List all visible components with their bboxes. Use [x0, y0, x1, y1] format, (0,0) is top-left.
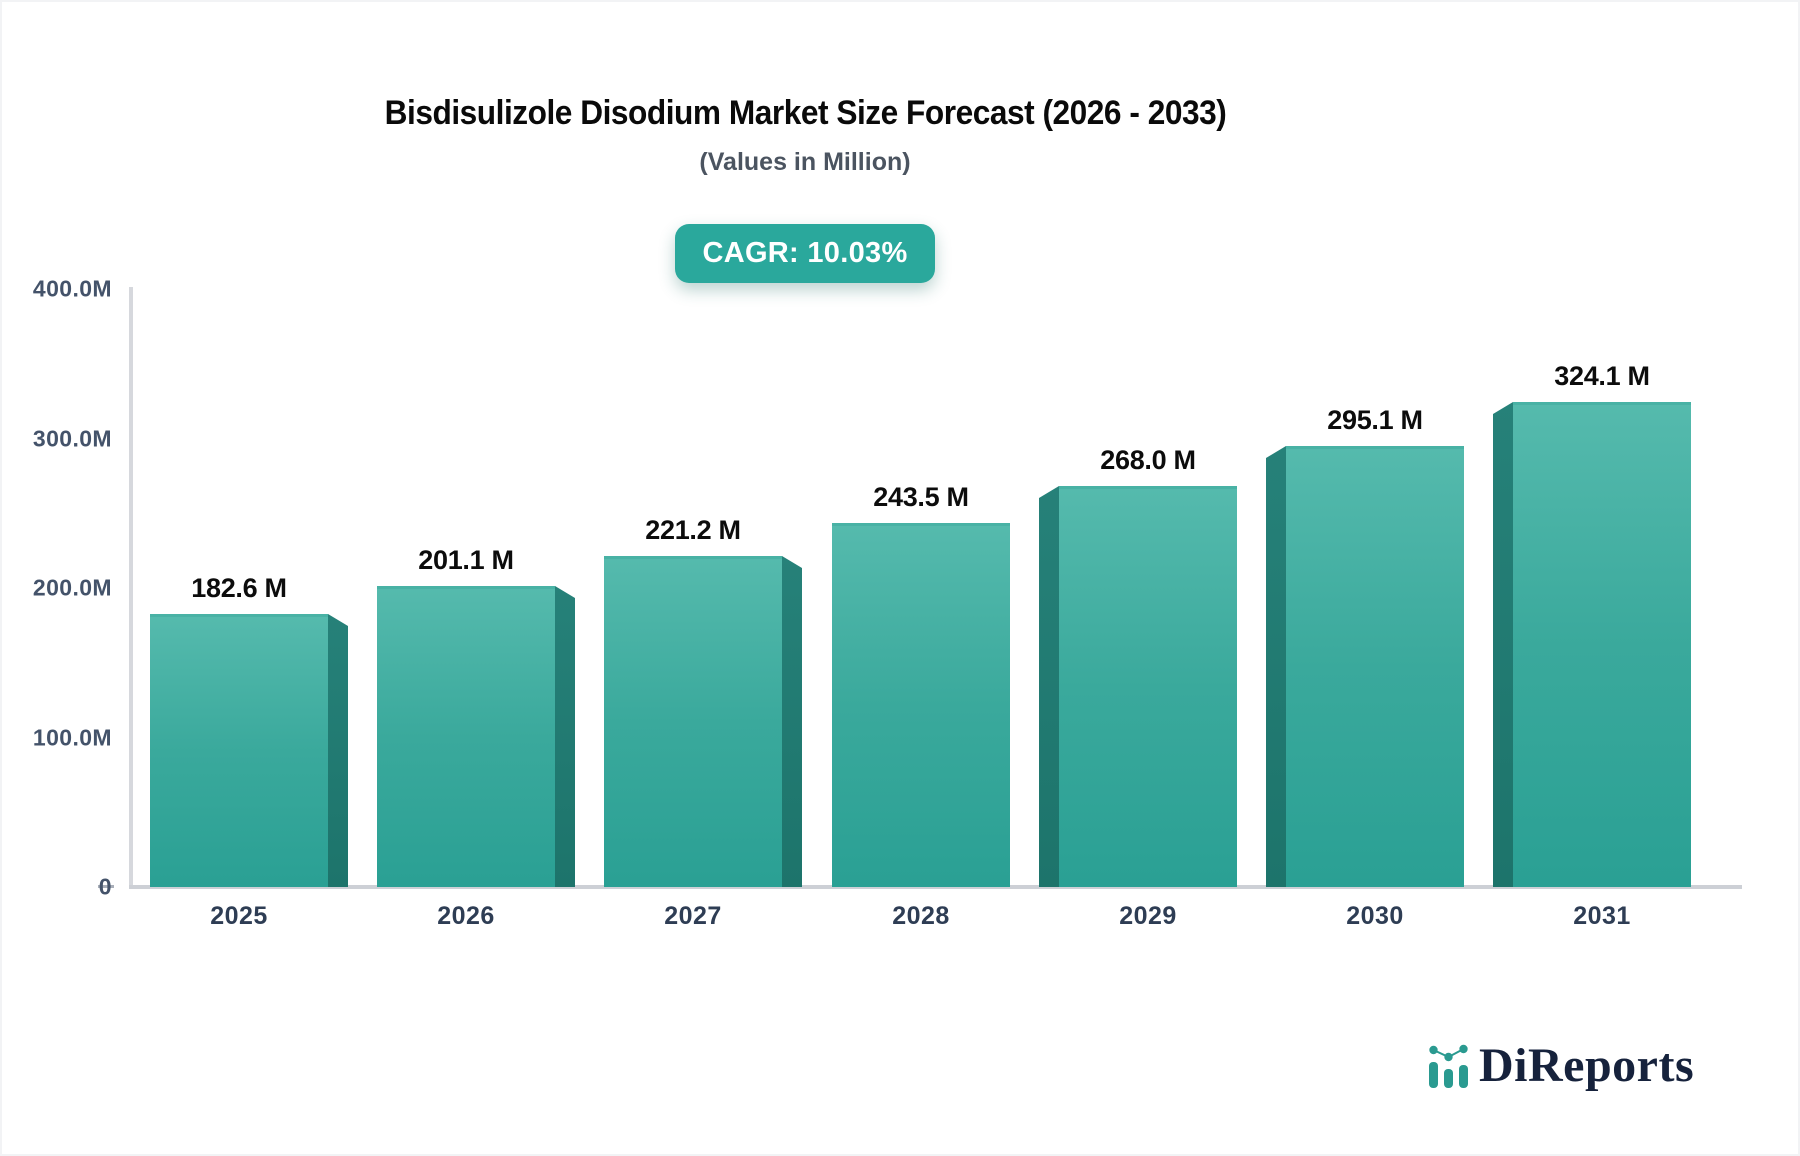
- bar-2025: [150, 614, 328, 887]
- bar-2030: [1286, 446, 1464, 887]
- bar-value-label: 182.6 M: [191, 573, 287, 603]
- bar-2030-side-face: [1266, 446, 1286, 887]
- brand-logo: DiReports: [1428, 1036, 1694, 1096]
- bar-value-label: 268.0 M: [1100, 445, 1196, 475]
- y-axis-tick-label: 100.0M: [32, 724, 112, 750]
- x-axis-category-label: 2028: [892, 902, 950, 930]
- x-axis-category-label: 2026: [437, 902, 495, 930]
- y-axis-tick-label: 400.0M: [32, 275, 112, 302]
- bar-2029-side-face: [1039, 486, 1059, 887]
- bar-value-label: 324.1 M: [1554, 361, 1650, 391]
- bar-2031: [1513, 402, 1691, 887]
- bar-2027-side-face: [782, 556, 802, 887]
- bar-2029: [1059, 486, 1237, 887]
- cagr-badge-wrap: CAGR: 10.03%: [0, 224, 1610, 283]
- bar-2031-side-face: [1493, 402, 1513, 887]
- bar-value-label: 201.1 M: [418, 545, 514, 575]
- bar-value-label: 295.1 M: [1327, 405, 1423, 435]
- y-axis-tick-label: 300.0M: [32, 425, 112, 451]
- x-axis-baseline: [129, 885, 1742, 889]
- x-axis-category-label: 2027: [664, 902, 722, 930]
- brand-logo-text: DiReports: [1479, 1039, 1695, 1092]
- chart-title: Bisdisulizole Disodium Market Size Forec…: [0, 94, 1610, 133]
- x-axis-category-label: 2030: [1346, 902, 1404, 930]
- bar-2027: [604, 556, 782, 887]
- cagr-badge: CAGR: 10.03%: [675, 224, 935, 283]
- x-axis-category-label: 2029: [1119, 902, 1177, 930]
- bar-line-chart-icon: [1429, 1044, 1468, 1088]
- y-axis-tick-label: 0: [98, 873, 112, 900]
- x-axis-category-label: 2031: [1573, 902, 1631, 930]
- bar-2026: [377, 586, 555, 887]
- chart-title-text: Bisdisulizole Disodium Market Size Forec…: [384, 94, 1226, 132]
- bar-value-label: 221.2 M: [645, 515, 741, 545]
- bar-2026-side-face: [555, 586, 575, 887]
- bar-value-label: 243.5 M: [873, 482, 969, 512]
- x-axis-category-label: 2025: [210, 902, 268, 930]
- zero-tick-mark: [98, 885, 114, 888]
- bar-2028: [832, 523, 1010, 887]
- chart-subtitle: (Values in Million): [699, 148, 911, 176]
- bar-2025-side-face: [328, 614, 348, 887]
- y-axis-tick-label: 200.0M: [32, 574, 112, 601]
- y-axis-line: [129, 287, 133, 887]
